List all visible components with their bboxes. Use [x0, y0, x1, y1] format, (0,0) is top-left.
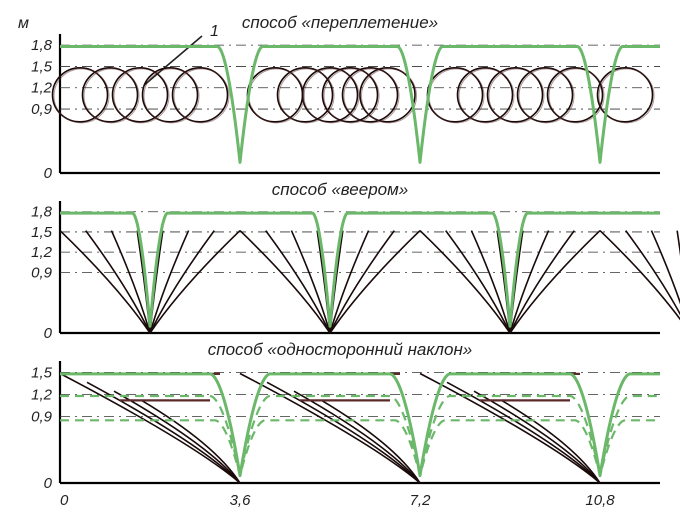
svg-text:10,8: 10,8 [585, 492, 615, 509]
svg-text:1,5: 1,5 [31, 58, 53, 75]
svg-text:1: 1 [210, 23, 219, 40]
svg-text:способ «веером»: способ «веером» [272, 180, 408, 199]
figure-container: { "figure": { "width": 680, "height": 52… [0, 0, 680, 524]
svg-text:способ «односторонний наклон»: способ «односторонний наклон» [208, 340, 473, 359]
svg-text:м: м [18, 15, 29, 32]
svg-text:0,9: 0,9 [31, 101, 53, 118]
svg-text:0: 0 [60, 492, 69, 509]
svg-text:0,9: 0,9 [31, 264, 53, 281]
svg-text:1,2: 1,2 [31, 387, 53, 404]
svg-text:1,2: 1,2 [31, 80, 53, 97]
chart-svg: способ «переплетение» м 0 0,9 1,2 1,5 1,8 1 спос… [0, 0, 680, 524]
svg-text:1,8: 1,8 [31, 204, 53, 221]
svg-text:7,2: 7,2 [410, 492, 432, 509]
svg-text:1,8: 1,8 [31, 37, 53, 54]
svg-text:0,9: 0,9 [31, 409, 53, 426]
svg-text:1,5: 1,5 [31, 364, 53, 381]
svg-text:3,6: 3,6 [230, 492, 252, 509]
svg-text:1,5: 1,5 [31, 224, 53, 241]
svg-text:1,2: 1,2 [31, 244, 53, 261]
svg-text:способ «переплетение»: способ «переплетение» [242, 13, 438, 32]
svg-text:0: 0 [44, 165, 53, 182]
svg-text:0: 0 [44, 475, 53, 492]
svg-text:0: 0 [44, 325, 53, 342]
